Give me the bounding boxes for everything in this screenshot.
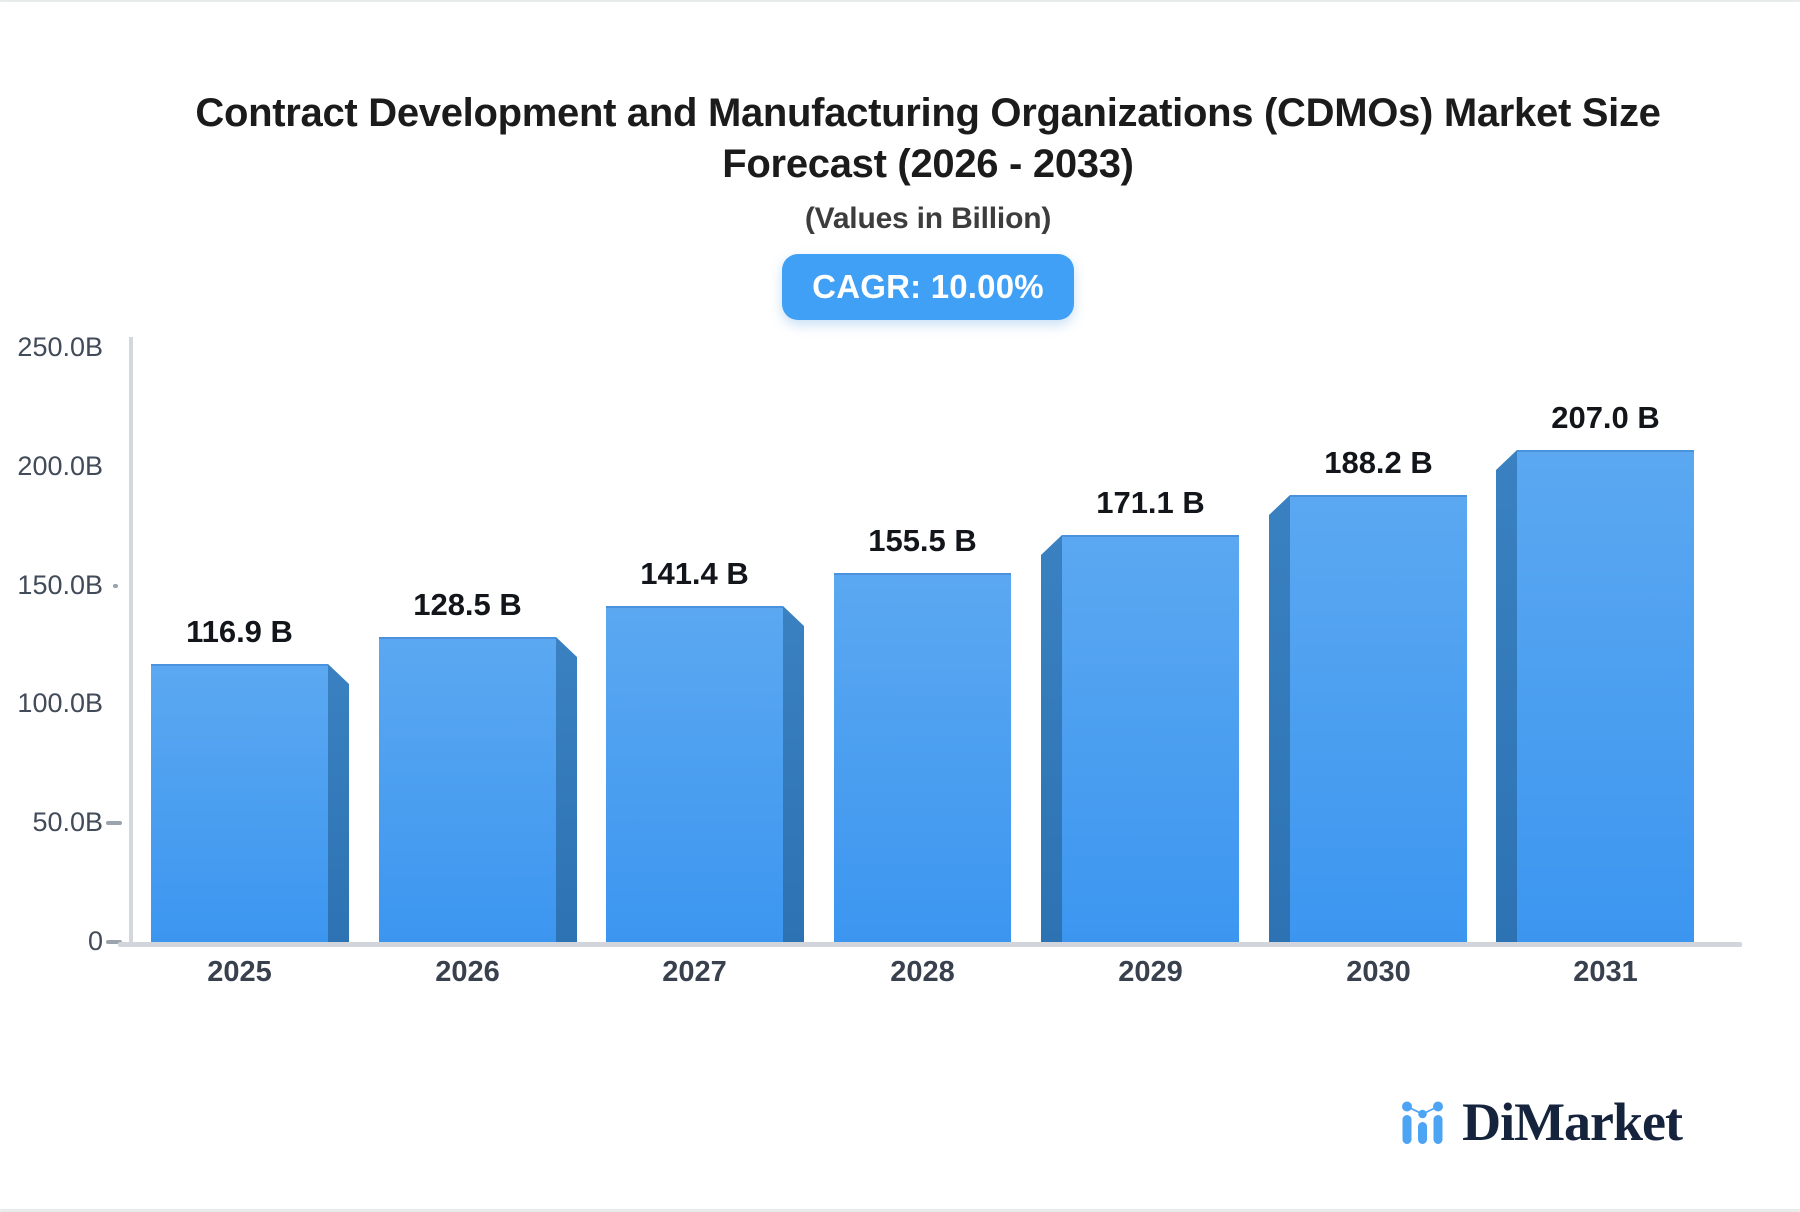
bar-value-label: 116.9 B (186, 614, 293, 649)
x-axis-year-label: 2026 (435, 956, 500, 988)
x-axis-year-label: 2027 (662, 956, 727, 988)
y-axis-tick-label: 0 (87, 926, 103, 956)
bar-2027 (606, 606, 783, 942)
bar-2031 (1517, 450, 1694, 942)
y-axis-tick-mark (113, 583, 118, 588)
cagr-badge: CAGR: 10.00% (782, 254, 1074, 320)
card-bottom-border (0, 1209, 1800, 1212)
bar-2030 (1290, 495, 1467, 942)
x-axis-year-label: 2030 (1346, 956, 1411, 988)
chart-title-line1: Contract Development and Manufacturing O… (195, 91, 1661, 135)
bar-2026 (379, 637, 556, 942)
y-axis-tick-mark (106, 940, 122, 944)
y-axis-line (129, 337, 133, 947)
bar-line-chart-icon (1402, 1101, 1444, 1144)
bar-value-label: 171.1 B (1096, 485, 1205, 520)
bar-value-label: 141.4 B (640, 556, 749, 591)
chart-header: Contract Development and Manufacturing O… (56, 88, 1800, 320)
x-axis-year-label: 2028 (890, 956, 955, 988)
logo-text: DiMarket (1462, 1092, 1683, 1152)
bar-3d-side-panel (328, 664, 349, 942)
bar-3d-side-panel (783, 606, 804, 942)
card-top-border (0, 0, 1800, 2)
x-axis-baseline (118, 942, 1742, 947)
bar-value-label: 207.0 B (1551, 400, 1660, 435)
bar-3d-side-panel (556, 637, 577, 942)
bar-2025 (151, 664, 328, 942)
y-axis-tick-label: 150.0B (17, 569, 103, 600)
x-axis-year-label: 2031 (1573, 956, 1638, 988)
y-axis-tick-mark (106, 821, 122, 826)
bar-3d-side-panel (1496, 450, 1517, 942)
y-axis-tick-label: 50.0B (32, 807, 103, 838)
bar-3d-side-panel (1269, 495, 1290, 942)
y-axis-tick-label: 100.0B (17, 688, 103, 719)
x-axis-year-label: 2029 (1118, 956, 1183, 988)
bar-value-label: 155.5 B (868, 523, 977, 558)
bar-value-label: 128.5 B (413, 587, 522, 622)
bar-2028 (834, 573, 1011, 942)
dimarket-logo: DiMarket (1402, 1086, 1683, 1158)
chart-subtitle: (Values in Billion) (804, 202, 1052, 235)
bar-3d-side-panel (1041, 535, 1062, 942)
x-axis-year-label: 2025 (207, 956, 272, 988)
bar-value-label: 188.2 B (1324, 445, 1433, 480)
y-axis-tick-label: 250.0B (17, 332, 103, 362)
chart-title-line2: Forecast (2026 - 2033) (722, 142, 1134, 186)
chart-title: Contract Development and Manufacturing O… (56, 88, 1800, 190)
bar-2029 (1062, 535, 1239, 942)
y-axis-tick-label: 200.0B (17, 450, 103, 481)
